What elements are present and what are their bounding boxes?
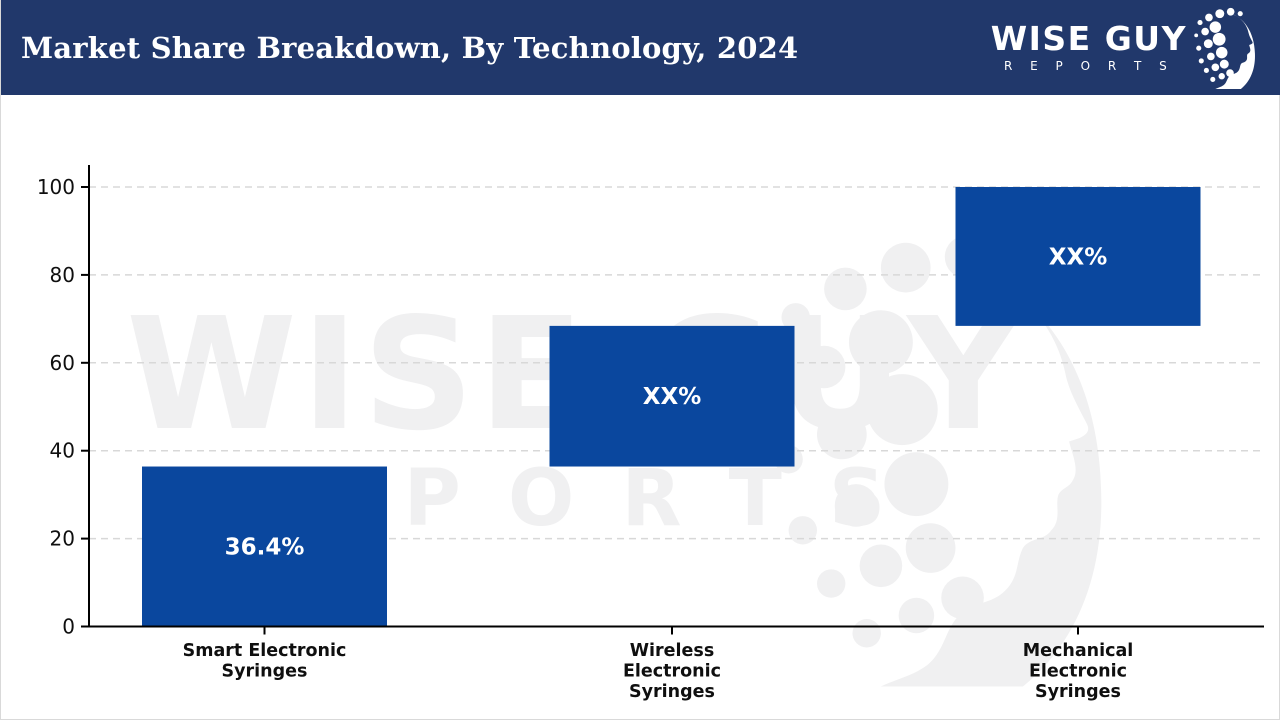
bar-wireless-electronic-syringes	[549, 325, 795, 467]
bar-value-label-0: 36.4%	[225, 535, 305, 561]
bar-smart-electronic-syringes	[142, 466, 387, 627]
wiseguy-logo: WISE GUY R E P O R T S	[991, 6, 1255, 89]
bar-mechanical-electronic-syringes	[955, 187, 1201, 326]
y-tick-label-80: 80	[50, 263, 75, 287]
chart-title: Market Share Breakdown, By Technology, 2…	[21, 30, 799, 65]
y-tick-label-20: 20	[50, 527, 75, 551]
category-label-smart-electronic-syringes: Smart Electronic Syringes	[183, 641, 347, 682]
header-bar: Market Share Breakdown, By Technology, 2…	[1, 0, 1280, 95]
logo-text: WISE GUY R E P O R T S	[991, 22, 1187, 73]
logo-name: WISE GUY	[990, 19, 1187, 59]
y-tick-label-0: 0	[62, 615, 75, 639]
bar-value-label-2: XX%	[1049, 244, 1108, 270]
y-tick-label-60: 60	[50, 351, 75, 375]
category-label-wireless-electronic-syringes: Wireless Electronic Syringes	[623, 641, 721, 702]
y-tick-label-100: 100	[37, 175, 75, 199]
bar-value-label-1: XX%	[643, 384, 702, 410]
wiseguy-face-icon	[1194, 7, 1255, 89]
logo-sub: R E P O R T S	[1003, 58, 1174, 73]
category-label-mechanical-electronic-syringes: Mechanical Electronic Syringes	[1023, 641, 1134, 702]
y-tick-label-40: 40	[50, 439, 75, 463]
